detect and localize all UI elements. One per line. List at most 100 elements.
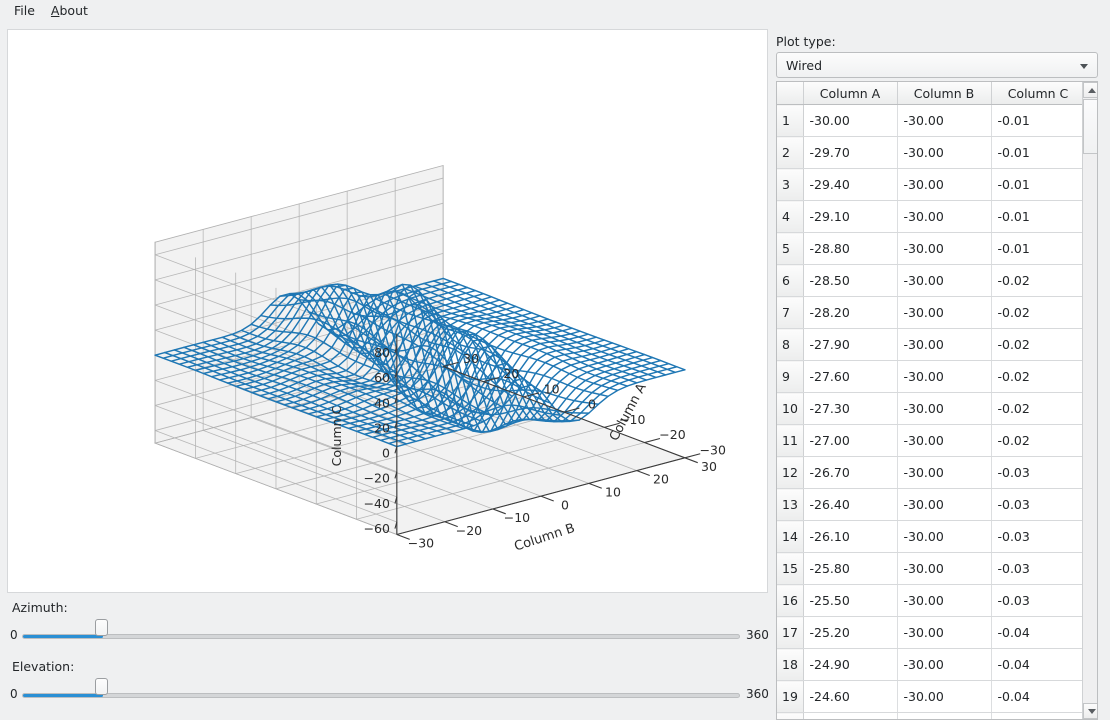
row-index[interactable]: 17 <box>777 616 804 649</box>
cell-b[interactable]: -30.00 <box>897 424 992 457</box>
row-index[interactable]: 5 <box>777 232 804 265</box>
scrollbar-thumb[interactable] <box>1083 99 1097 154</box>
row-index[interactable]: 20 <box>777 712 804 719</box>
table-row[interactable]: 10 -27.30 -30.00 -0.02 <box>777 392 1086 425</box>
cell-a[interactable]: -28.20 <box>803 296 898 329</box>
cell-b[interactable]: -30.00 <box>897 328 992 361</box>
cell-b[interactable]: -30.00 <box>897 584 992 617</box>
cell-a[interactable]: -24.60 <box>803 680 898 713</box>
column-header-c[interactable]: Column C <box>991 82 1086 105</box>
cell-a[interactable]: -27.00 <box>803 424 898 457</box>
cell-a[interactable]: -29.40 <box>803 168 898 201</box>
cell-c[interactable]: -0.01 <box>991 104 1086 137</box>
table-row[interactable]: 19 -24.60 -30.00 -0.04 <box>777 680 1086 713</box>
table-row[interactable]: 15 -25.80 -30.00 -0.03 <box>777 552 1086 585</box>
table-scrollbar[interactable] <box>1082 82 1097 719</box>
cell-a[interactable]: -26.70 <box>803 456 898 489</box>
row-index[interactable]: 8 <box>777 328 804 361</box>
cell-c[interactable]: -0.04 <box>991 616 1086 649</box>
cell-b[interactable]: -30.00 <box>897 616 992 649</box>
cell-c[interactable]: -0.02 <box>991 264 1086 297</box>
cell-a[interactable]: -25.20 <box>803 616 898 649</box>
cell-b[interactable]: -30.00 <box>897 264 992 297</box>
cell-a[interactable]: -24.90 <box>803 648 898 681</box>
cell-b[interactable]: -30.00 <box>897 104 992 137</box>
cell-a[interactable]: -25.80 <box>803 552 898 585</box>
column-header-a[interactable]: Column A <box>803 82 898 105</box>
cell-c[interactable]: -0.04 <box>991 680 1086 713</box>
cell-b[interactable]: -30.00 <box>897 360 992 393</box>
row-index[interactable]: 2 <box>777 136 804 169</box>
scroll-down-button[interactable] <box>1083 703 1097 719</box>
row-index[interactable]: 13 <box>777 488 804 521</box>
row-index[interactable]: 1 <box>777 104 804 137</box>
table-row[interactable]: 14 -26.10 -30.00 -0.03 <box>777 520 1086 553</box>
table-row[interactable]: 9 -27.60 -30.00 -0.02 <box>777 360 1086 393</box>
row-index[interactable]: 6 <box>777 264 804 297</box>
cell-c[interactable]: -0.02 <box>991 296 1086 329</box>
row-index[interactable]: 18 <box>777 648 804 681</box>
cell-c[interactable]: -0.01 <box>991 200 1086 233</box>
cell-c[interactable]: -0.03 <box>991 552 1086 585</box>
scroll-up-button[interactable] <box>1083 82 1097 98</box>
table-row[interactable]: 1 -30.00 -30.00 -0.01 <box>777 104 1086 137</box>
cell-b[interactable]: -30.00 <box>897 648 992 681</box>
row-index[interactable]: 16 <box>777 584 804 617</box>
cell-b[interactable]: -30.00 <box>897 232 992 265</box>
cell-b[interactable]: -30.00 <box>897 552 992 585</box>
row-index[interactable]: 12 <box>777 456 804 489</box>
cell-a[interactable]: -28.80 <box>803 232 898 265</box>
cell-c[interactable]: -0.03 <box>991 456 1086 489</box>
cell-a[interactable]: -24.30 <box>803 712 898 719</box>
cell-c[interactable]: -0.05 <box>991 712 1086 719</box>
row-index[interactable]: 14 <box>777 520 804 553</box>
cell-b[interactable]: -30.00 <box>897 136 992 169</box>
cell-b[interactable]: -30.00 <box>897 296 992 329</box>
cell-b[interactable]: -30.00 <box>897 712 992 719</box>
row-index[interactable]: 15 <box>777 552 804 585</box>
row-index[interactable]: 19 <box>777 680 804 713</box>
cell-a[interactable]: -27.90 <box>803 328 898 361</box>
table-row[interactable]: 11 -27.00 -30.00 -0.02 <box>777 424 1086 457</box>
cell-c[interactable]: -0.01 <box>991 168 1086 201</box>
cell-a[interactable]: -26.10 <box>803 520 898 553</box>
row-index[interactable]: 11 <box>777 424 804 457</box>
cell-c[interactable]: -0.02 <box>991 328 1086 361</box>
table-corner-header[interactable] <box>777 82 804 105</box>
cell-c[interactable]: -0.02 <box>991 360 1086 393</box>
row-index[interactable]: 9 <box>777 360 804 393</box>
cell-a[interactable]: -25.50 <box>803 584 898 617</box>
table-row[interactable]: 17 -25.20 -30.00 -0.04 <box>777 616 1086 649</box>
row-index[interactable]: 3 <box>777 168 804 201</box>
menu-about[interactable]: About <box>50 3 88 18</box>
row-index[interactable]: 4 <box>777 200 804 233</box>
cell-a[interactable]: -29.70 <box>803 136 898 169</box>
cell-c[interactable]: -0.03 <box>991 488 1086 521</box>
plot-type-select[interactable]: Wired <box>776 52 1098 78</box>
cell-a[interactable]: -26.40 <box>803 488 898 521</box>
row-index[interactable]: 7 <box>777 296 804 329</box>
cell-b[interactable]: -30.00 <box>897 168 992 201</box>
table-row[interactable]: 4 -29.10 -30.00 -0.01 <box>777 200 1086 233</box>
cell-b[interactable]: -30.00 <box>897 680 992 713</box>
azimuth-slider[interactable] <box>22 634 740 639</box>
cell-c[interactable]: -0.02 <box>991 424 1086 457</box>
table-row[interactable]: 2 -29.70 -30.00 -0.01 <box>777 136 1086 169</box>
cell-a[interactable]: -30.00 <box>803 104 898 137</box>
cell-b[interactable]: -30.00 <box>897 200 992 233</box>
table-row[interactable]: 6 -28.50 -30.00 -0.02 <box>777 264 1086 297</box>
table-row[interactable]: 12 -26.70 -30.00 -0.03 <box>777 456 1086 489</box>
table-row[interactable]: 7 -28.20 -30.00 -0.02 <box>777 296 1086 329</box>
cell-b[interactable]: -30.00 <box>897 488 992 521</box>
cell-c[interactable]: -0.03 <box>991 520 1086 553</box>
azimuth-slider-handle[interactable] <box>95 619 109 636</box>
cell-b[interactable]: -30.00 <box>897 520 992 553</box>
cell-c[interactable]: -0.04 <box>991 648 1086 681</box>
cell-b[interactable]: -30.00 <box>897 392 992 425</box>
table-row[interactable]: 20-24.30-30.00-0.05 <box>777 712 1086 719</box>
cell-a[interactable]: -29.10 <box>803 200 898 233</box>
menu-file[interactable]: File <box>14 3 35 18</box>
table-row[interactable]: 16 -25.50 -30.00 -0.03 <box>777 584 1086 617</box>
column-header-b[interactable]: Column B <box>897 82 992 105</box>
cell-c[interactable]: -0.03 <box>991 584 1086 617</box>
